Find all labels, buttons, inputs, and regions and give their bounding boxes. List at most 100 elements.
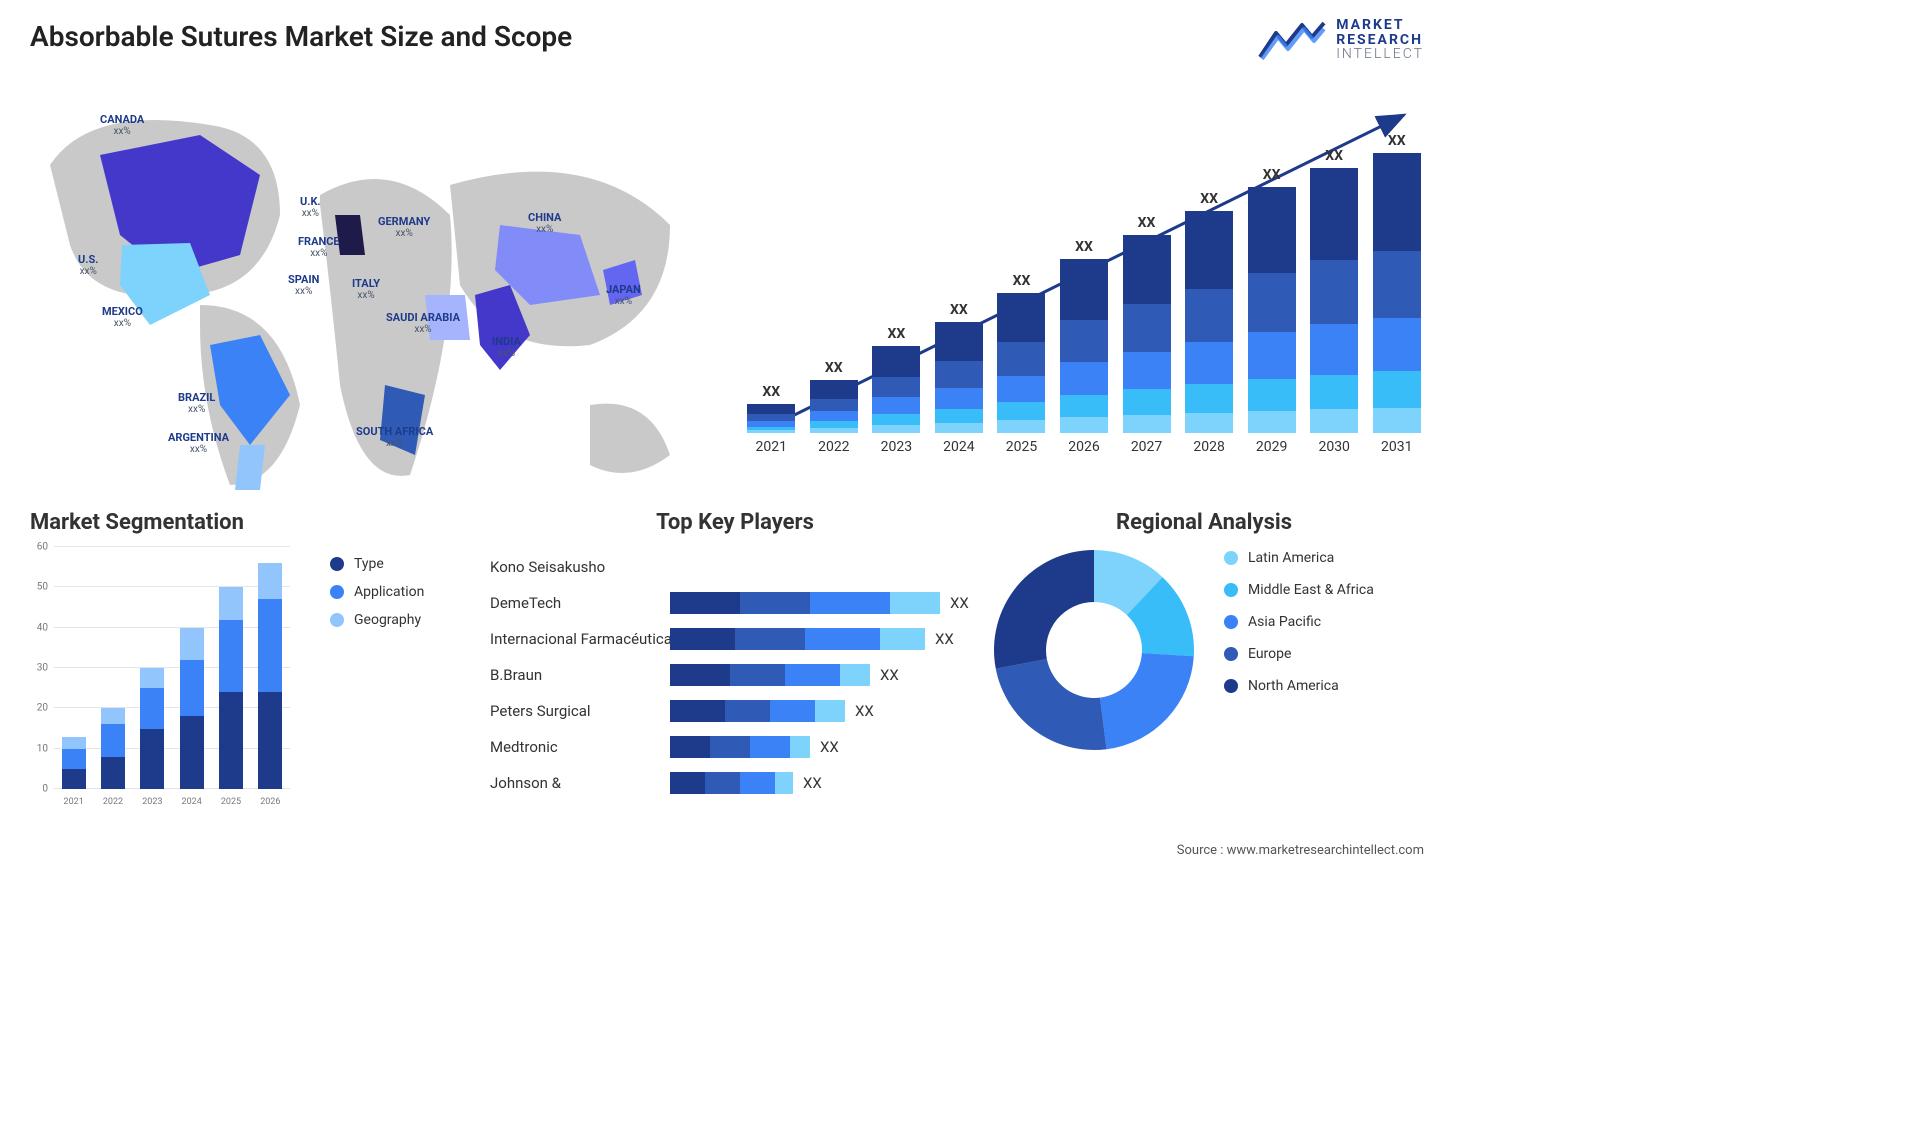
growth-bar-value: XX — [1388, 133, 1406, 149]
brand-logo: MARKET RESEARCH INTELLECT — [1258, 18, 1424, 62]
growth-bar-2030: XX 2030 — [1307, 148, 1362, 455]
growth-bar-value: XX — [1013, 273, 1031, 289]
region-legend-europe: Europe — [1224, 646, 1424, 662]
growth-bar-value: XX — [1138, 215, 1156, 231]
map-label-india: INDIAxx% — [492, 335, 521, 360]
player-value: XX — [880, 666, 899, 684]
player-row: DemeTech XX — [490, 585, 980, 621]
donut-seg-asia-pacific — [1100, 653, 1194, 749]
world-map: CANADAxx% U.S.xx% MEXICOxx% BRAZILxx% ARGENT… — [30, 95, 700, 490]
player-value: XX — [855, 702, 874, 720]
player-value: XX — [950, 594, 969, 612]
player-row: MedtronicXX — [490, 729, 980, 765]
map-label-mexico: MEXICOxx% — [102, 305, 143, 330]
map-label-japan: JAPANxx% — [606, 283, 641, 308]
growth-bar-value: XX — [887, 326, 905, 342]
page-title: Absorbable Sutures Market Size and Scope — [30, 20, 572, 53]
growth-bar-2027: XX 2027 — [1119, 215, 1174, 455]
player-name: Johnson & — [490, 774, 670, 792]
growth-bar-value: XX — [1075, 239, 1093, 255]
growth-bar-2024: XX 2024 — [932, 302, 987, 455]
map-label-u-k-: U.K.xx% — [300, 195, 321, 220]
segmentation-legend-geography: Geography — [330, 612, 424, 628]
growth-bar-value: XX — [762, 384, 780, 400]
growth-bar-year: 2029 — [1256, 439, 1287, 455]
player-value: XX — [803, 774, 822, 792]
top-key-players-section: Top Key Players Kono Seisakusho DemeTech X… — [490, 510, 980, 801]
player-name: Peters Surgical — [490, 702, 670, 720]
growth-bar-year: 2025 — [1006, 439, 1037, 455]
map-label-china: CHINAxx% — [528, 211, 561, 236]
market-segmentation-section: Market Segmentation 0102030405060 202120… — [30, 510, 480, 807]
growth-bar-2023: XX 2023 — [869, 326, 924, 455]
segmentation-bar-2023 — [140, 668, 164, 789]
regional-donut-chart — [984, 540, 1204, 760]
growth-stacked-bar-chart: XX 2021 XX 2022 XX 2023 XX 2024 XX 2025 XX 2026 XX 20… — [744, 105, 1424, 475]
map-label-italy: ITALYxx% — [352, 277, 380, 302]
player-row: Internacional Farmacéutica XX — [490, 621, 980, 657]
growth-bar-2031: XX 2031 — [1369, 133, 1424, 455]
growth-bar-year: 2023 — [881, 439, 912, 455]
growth-bar-2029: XX 2029 — [1244, 167, 1299, 455]
growth-bar-year: 2024 — [943, 439, 974, 455]
segmentation-stacked-bar-chart: 0102030405060 202120222023202420252026 — [30, 547, 290, 807]
player-name: DemeTech — [490, 594, 670, 612]
growth-bar-2028: XX 2028 — [1182, 191, 1237, 455]
map-label-canada: CANADAxx% — [100, 113, 144, 138]
growth-bar-value: XX — [1263, 167, 1281, 183]
growth-bar-2026: XX 2026 — [1057, 239, 1112, 455]
regional-analysis-section: Regional Analysis Latin America Middle Ea… — [984, 510, 1424, 760]
map-label-france: FRANCExx% — [298, 235, 340, 260]
map-label-germany: GERMANYxx% — [378, 215, 430, 240]
player-value: XX — [935, 630, 954, 648]
growth-bar-2021: XX 2021 — [744, 384, 799, 455]
map-label-saudi-arabia: SAUDI ARABIAxx% — [386, 311, 460, 336]
map-label-brazil: BRAZILxx% — [178, 391, 215, 416]
growth-bar-value: XX — [825, 360, 843, 376]
segmentation-bar-2024 — [180, 628, 204, 789]
logo-text-1: MARKET — [1336, 18, 1404, 33]
players-title: Top Key Players — [490, 510, 980, 535]
growth-bar-2022: XX 2022 — [807, 360, 862, 455]
growth-bar-value: XX — [1325, 148, 1343, 164]
region-legend-middle-east-africa: Middle East & Africa — [1224, 582, 1424, 598]
map-label-argentina: ARGENTINAxx% — [168, 431, 229, 456]
growth-bar-year: 2021 — [756, 439, 787, 455]
growth-bar-year: 2030 — [1318, 439, 1349, 455]
logo-mark-icon — [1258, 19, 1326, 61]
logo-text-2: RESEARCH — [1336, 33, 1423, 48]
player-name: Internacional Farmacéutica — [490, 630, 670, 648]
map-label-south-africa: SOUTH AFRICAxx% — [356, 425, 433, 450]
region-legend-latin-america: Latin America — [1224, 550, 1424, 566]
segmentation-bar-2025 — [219, 587, 243, 789]
map-label-spain: SPAINxx% — [288, 273, 319, 298]
region-legend-north-america: North America — [1224, 678, 1424, 694]
growth-bar-year: 2031 — [1381, 439, 1412, 455]
segmentation-title: Market Segmentation — [30, 510, 480, 535]
segmentation-bar-2026 — [258, 563, 282, 789]
donut-seg-europe — [996, 659, 1107, 750]
player-value: XX — [820, 738, 839, 756]
regional-title: Regional Analysis — [984, 510, 1424, 535]
player-row: Johnson & XX — [490, 765, 980, 801]
donut-seg-north-america — [994, 550, 1094, 669]
map-label-u-s-: U.S.xx% — [78, 253, 98, 278]
growth-bar-value: XX — [950, 302, 968, 318]
logo-text-3: INTELLECT — [1336, 47, 1424, 62]
segmentation-legend-application: Application — [330, 584, 424, 600]
growth-bar-year: 2022 — [818, 439, 849, 455]
player-row: Kono Seisakusho — [490, 549, 980, 585]
segmentation-bar-2022 — [101, 708, 125, 789]
growth-bar-year: 2027 — [1131, 439, 1162, 455]
player-name: B.Braun — [490, 666, 670, 684]
growth-bar-2025: XX 2025 — [994, 273, 1049, 455]
growth-bar-value: XX — [1200, 191, 1218, 207]
source-attribution: Source : www.marketresearchintellect.com — [1177, 843, 1424, 858]
player-name: Kono Seisakusho — [490, 558, 670, 576]
segmentation-legend-type: Type — [330, 556, 424, 572]
growth-bar-year: 2026 — [1068, 439, 1099, 455]
player-row: Peters Surgical XX — [490, 693, 980, 729]
segmentation-bar-2021 — [62, 737, 86, 789]
growth-bar-year: 2028 — [1193, 439, 1224, 455]
region-legend-asia-pacific: Asia Pacific — [1224, 614, 1424, 630]
